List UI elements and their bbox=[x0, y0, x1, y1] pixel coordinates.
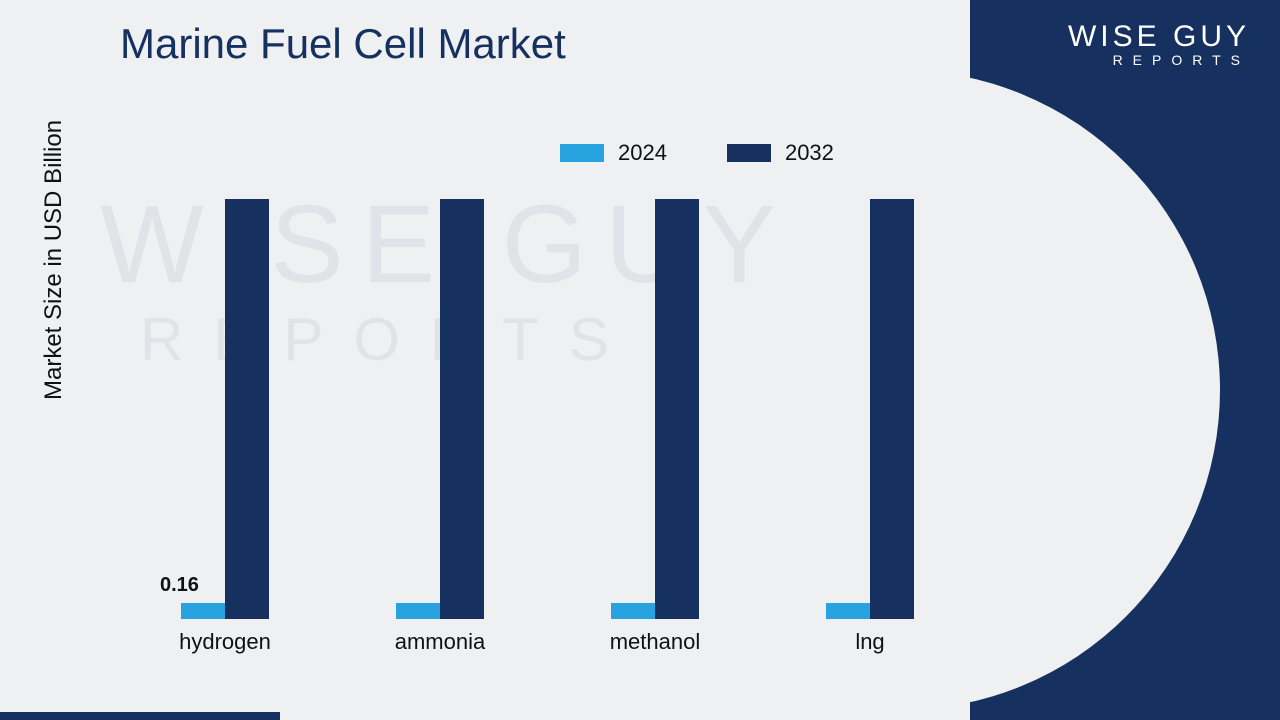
y-axis-label: Market Size in USD Billion bbox=[40, 120, 68, 400]
bar-ammonia-2024 bbox=[396, 603, 440, 619]
chart-title: Marine Fuel Cell Market bbox=[120, 20, 566, 68]
bar-group-ammonia: ammonia bbox=[365, 199, 515, 619]
legend-item-2024: 2024 bbox=[560, 140, 667, 166]
legend: 2024 2032 bbox=[560, 140, 834, 166]
bar-hydrogen-2024 bbox=[181, 603, 225, 619]
bar-group-lng: lng bbox=[795, 199, 945, 619]
legend-swatch-2024 bbox=[560, 144, 604, 162]
value-label: 0.16 bbox=[160, 574, 199, 597]
legend-item-2032: 2032 bbox=[727, 140, 834, 166]
bar-lng-2024 bbox=[826, 603, 870, 619]
bar-hydrogen-2032 bbox=[225, 199, 269, 619]
bar-lng-2032 bbox=[870, 199, 914, 619]
bar-group-hydrogen: hydrogen bbox=[150, 199, 300, 619]
category-label-ammonia: ammonia bbox=[365, 629, 515, 655]
bar-methanol-2024 bbox=[611, 603, 655, 619]
legend-label-2032: 2032 bbox=[785, 140, 834, 166]
bar-chart: hydrogen ammonia methanol lng 0.16 bbox=[150, 200, 970, 620]
category-label-hydrogen: hydrogen bbox=[150, 629, 300, 655]
bottom-accent-bar bbox=[0, 712, 280, 720]
brand-logo: WISE GUY REPORTS bbox=[1068, 20, 1250, 68]
bar-ammonia-2032 bbox=[440, 199, 484, 619]
bar-methanol-2032 bbox=[655, 199, 699, 619]
category-label-methanol: methanol bbox=[580, 629, 730, 655]
legend-label-2024: 2024 bbox=[618, 140, 667, 166]
logo-line1: WISE GUY bbox=[1068, 20, 1250, 54]
category-label-lng: lng bbox=[795, 629, 945, 655]
legend-swatch-2032 bbox=[727, 144, 771, 162]
logo-line2: REPORTS bbox=[1068, 52, 1250, 68]
bar-group-methanol: methanol bbox=[580, 199, 730, 619]
